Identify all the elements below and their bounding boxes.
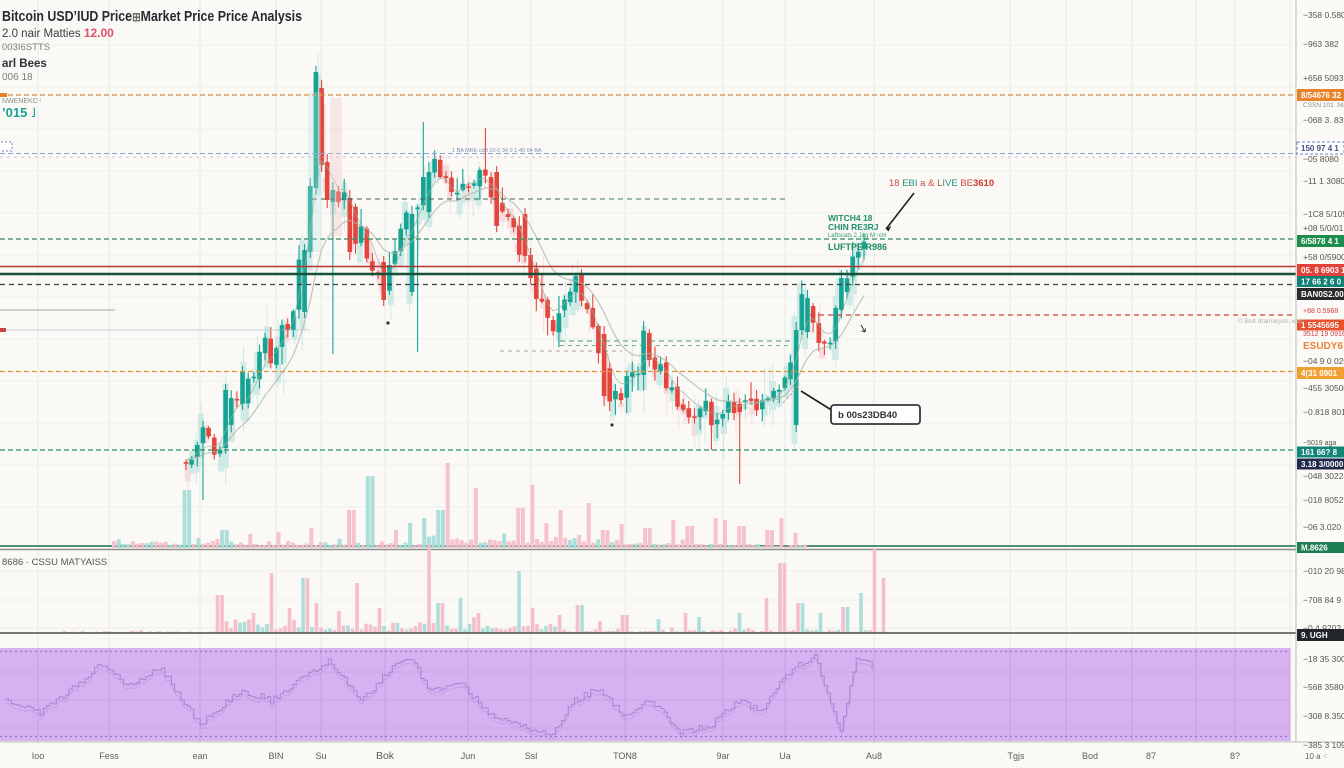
svg-text:Ioo: Ioo — [32, 751, 45, 761]
svg-text:ESUDY6 4: ESUDY6 4 — [1303, 341, 1344, 352]
svg-text:BAN0S2.00: BAN0S2.00 — [1301, 290, 1344, 299]
svg-text:17 66 2 6 0: 17 66 2 6 0 — [1301, 278, 1342, 287]
svg-text:+08 5/0/01: +08 5/0/01 — [1303, 223, 1344, 233]
svg-text:Au8: Au8 — [866, 751, 882, 761]
svg-text:+58 0/5900: +58 0/5900 — [1303, 252, 1344, 262]
svg-text:−455 30500: −455 30500 — [1303, 383, 1344, 393]
svg-text:© Bolt dramarpss, was: © Bolt dramarpss, was — [1238, 317, 1304, 325]
svg-text:003I6STTS: 003I6STTS — [2, 42, 50, 53]
svg-text:−0.818 8018: −0.818 8018 — [1303, 407, 1344, 417]
svg-text:−06 3.020: −06 3.020 — [1303, 522, 1341, 532]
svg-text:b 00s23DB40: b 00s23DB40 — [838, 410, 897, 421]
svg-text:18 EBI a & LIVE BE3610: 18 EBI a & LIVE BE3610 — [889, 178, 994, 189]
svg-text:Ua: Ua — [779, 751, 791, 761]
svg-text:WITCH4 18: WITCH4 18 — [828, 213, 873, 223]
svg-text:+88 0.5968: +88 0.5968 — [1303, 308, 1338, 315]
svg-text:−048 30228: −048 30228 — [1303, 471, 1344, 481]
svg-text:−358 0.580: −358 0.580 — [1303, 10, 1344, 20]
svg-text:8?: 8? — [1230, 751, 1240, 761]
svg-text:10 a ⁖: 10 a ⁖ — [1305, 752, 1327, 761]
svg-text:006 18: 006 18 — [2, 72, 33, 83]
svg-text:’015 ˩: ’015 ˩ — [2, 105, 36, 120]
svg-text:NWENEKC⁖: NWENEKC⁖ — [2, 98, 42, 105]
svg-text:150 97 4 1: 150 97 4 1 — [1301, 144, 1339, 153]
svg-text:−11 1 3080: −11 1 3080 — [1303, 176, 1344, 186]
svg-text:−0.4 9202: −0.4 9202 — [1303, 623, 1341, 633]
svg-text:−1C8 5/1051: −1C8 5/1051 — [1303, 209, 1344, 219]
svg-text:Ssl: Ssl — [525, 751, 538, 761]
svg-text:9ar: 9ar — [716, 751, 729, 761]
svg-text:−04 9 0 020: −04 9 0 020 — [1303, 356, 1344, 366]
svg-text:8/54676 32: 8/54676 32 — [1301, 91, 1342, 100]
svg-text:−568 35800: −568 35800 — [1303, 682, 1344, 692]
svg-text:Fess: Fess — [99, 751, 119, 761]
svg-text:arl Bees: arl Bees — [2, 58, 47, 70]
svg-text:1 5545695: 1 5545695 — [1301, 321, 1339, 330]
svg-text:3.18 3/0000: 3.18 3/0000 — [1301, 460, 1344, 469]
svg-text:8686 · CSSU MATYAISS: 8686 · CSSU MATYAISS — [2, 557, 107, 568]
svg-text:87: 87 — [1146, 751, 1156, 761]
svg-text:+658 5093: +658 5093 — [1303, 73, 1344, 83]
svg-text:−5019 aga: −5019 aga — [1303, 440, 1336, 447]
svg-text:4(31 0901: 4(31 0901 — [1301, 369, 1338, 378]
svg-text:161 66? 8: 161 66? 8 — [1301, 448, 1338, 457]
svg-text:−05 8080: −05 8080 — [1303, 154, 1339, 164]
svg-text:Bitcoin USD’IUD Price⊞Market P: Bitcoin USD’IUD Price⊞Market Price Price… — [2, 9, 302, 25]
svg-text:6/5878 4 1: 6/5878 4 1 — [1301, 237, 1339, 246]
svg-text:−308 8.350: −308 8.350 — [1303, 711, 1344, 721]
svg-text:−18 35 300: −18 35 300 — [1303, 654, 1344, 664]
svg-text:ean: ean — [192, 751, 207, 761]
svg-text:BIN: BIN — [268, 751, 283, 761]
svg-text:−018 8052: −018 8052 — [1303, 495, 1344, 505]
svg-text:Bok: Bok — [376, 750, 395, 762]
svg-text:M.8626: M.8626 — [1301, 544, 1328, 553]
svg-text:−963 382: −963 382 — [1303, 39, 1339, 49]
svg-text:1 BA MRE cd3 10-0 34 0 1-40 04: 1 BA MRE cd3 10-0 34 0 1-40 04 BA — [452, 148, 542, 154]
svg-text:Su: Su — [315, 751, 326, 761]
svg-text:CSSN 101 .NUL: CSSN 101 .NUL — [1303, 102, 1344, 109]
svg-text:Bod: Bod — [1082, 751, 1098, 761]
svg-text:Jun: Jun — [461, 751, 476, 761]
svg-text:TON8: TON8 — [613, 751, 637, 761]
svg-text:Tgjs: Tgjs — [1007, 751, 1025, 761]
svg-text:CHIN RE3RJ: CHIN RE3RJ — [828, 222, 879, 232]
svg-text:−068 3. 839: −068 3. 839 — [1303, 115, 1344, 125]
svg-text:05. 8 6903 1: 05. 8 6903 1 — [1301, 266, 1344, 275]
svg-text:−010 20 980: −010 20 980 — [1303, 566, 1344, 576]
svg-text:−385 3 109: −385 3 109 — [1303, 740, 1344, 750]
svg-text:−708 84 9: −708 84 9 — [1303, 595, 1341, 605]
svg-text:3512 19 0916: 3512 19 0916 — [1303, 331, 1344, 338]
svg-text:9. UGH: 9. UGH — [1301, 631, 1328, 640]
svg-text:LUFTPE R986: LUFTPE R986 — [828, 242, 887, 252]
svg-text:2.0 nair Matties 12.00: 2.0 nair Matties 12.00 — [2, 26, 114, 40]
svg-text:Leftscats 2 Jag M⁖cm: Leftscats 2 Jag M⁖cm — [828, 233, 887, 239]
